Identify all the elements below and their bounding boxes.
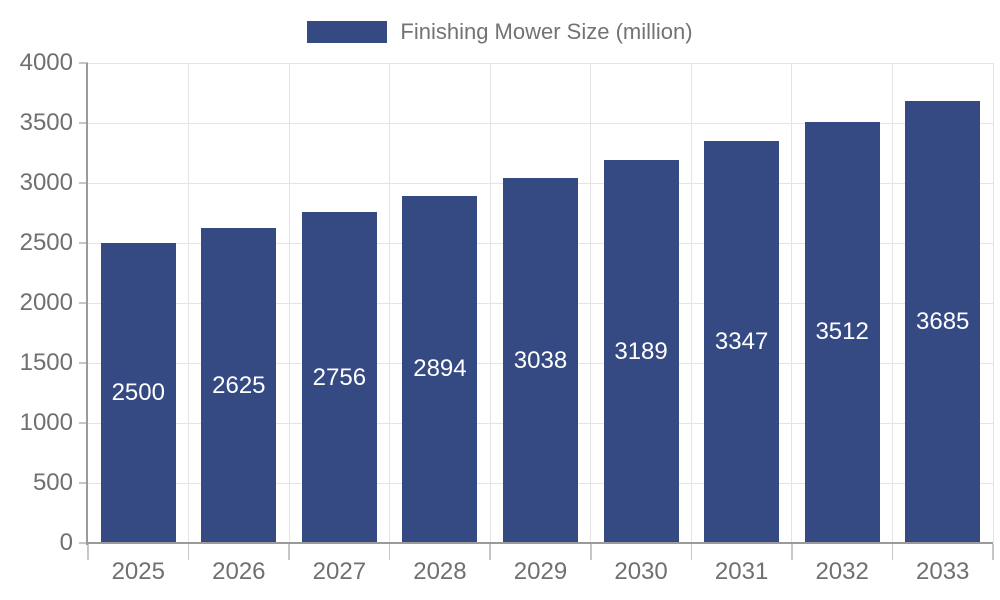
x-tick bbox=[590, 544, 592, 560]
x-gridline bbox=[489, 63, 491, 543]
y-tick bbox=[79, 362, 88, 364]
x-gridline bbox=[188, 63, 190, 543]
y-gridline bbox=[88, 122, 993, 124]
x-tick bbox=[187, 544, 190, 560]
x-tick-label: 2026 bbox=[212, 558, 266, 585]
y-tick bbox=[79, 542, 88, 544]
bar[interactable] bbox=[503, 178, 578, 542]
bar-value-label: 2500 bbox=[111, 379, 165, 406]
y-tick bbox=[79, 62, 88, 64]
y-tick bbox=[79, 182, 88, 184]
y-tick-label: 1500 bbox=[19, 349, 73, 376]
y-tick-label: 4000 bbox=[19, 49, 73, 76]
y-tick bbox=[79, 482, 88, 484]
y-tick bbox=[79, 302, 88, 304]
y-tick-label: 3500 bbox=[19, 109, 73, 136]
bar[interactable] bbox=[905, 100, 981, 542]
y-gridline bbox=[88, 62, 993, 64]
x-tick-label: 2028 bbox=[413, 558, 467, 585]
legend-swatch bbox=[307, 21, 388, 43]
bar-value-label: 2756 bbox=[312, 363, 367, 391]
x-gridline bbox=[389, 63, 391, 543]
y-tick-label: 500 bbox=[32, 469, 73, 496]
x-gridline bbox=[590, 63, 592, 543]
bar-value-label: 2625 bbox=[212, 371, 266, 399]
x-gridline bbox=[791, 63, 793, 543]
x-tick-label: 2033 bbox=[916, 558, 970, 585]
bar-value-label: 2894 bbox=[413, 355, 467, 383]
y-tick-label: 2500 bbox=[19, 229, 73, 256]
x-tick bbox=[288, 544, 290, 560]
x-gridline bbox=[690, 63, 692, 543]
x-gridline bbox=[891, 63, 893, 543]
bar-value-label: 3685 bbox=[916, 307, 970, 335]
bar[interactable] bbox=[804, 121, 880, 542]
x-tick bbox=[388, 544, 391, 560]
x-tick-label: 2030 bbox=[614, 558, 668, 585]
x-axis-line bbox=[86, 542, 993, 544]
x-tick bbox=[992, 544, 994, 560]
x-tick bbox=[891, 544, 894, 560]
y-tick bbox=[79, 422, 88, 424]
y-tick-label: 3000 bbox=[19, 169, 73, 196]
x-gridline bbox=[992, 63, 994, 543]
y-tick bbox=[79, 122, 88, 124]
x-tick-label: 2029 bbox=[513, 558, 568, 585]
x-tick bbox=[489, 544, 491, 560]
x-tick bbox=[87, 544, 89, 560]
bar[interactable] bbox=[301, 212, 377, 542]
y-tick-label: 1000 bbox=[19, 409, 73, 436]
x-tick-label: 2031 bbox=[714, 558, 769, 585]
bar[interactable] bbox=[603, 160, 679, 542]
x-tick bbox=[791, 544, 793, 560]
y-tick-label: 0 bbox=[59, 529, 73, 556]
y-tick bbox=[79, 242, 88, 244]
x-tick-label: 2032 bbox=[815, 558, 869, 585]
x-tick-label: 2027 bbox=[312, 558, 367, 585]
legend[interactable]: Finishing Mower Size (million) bbox=[0, 19, 1000, 45]
bar[interactable] bbox=[100, 243, 176, 542]
x-gridline bbox=[288, 63, 290, 543]
bar-value-label: 3347 bbox=[714, 328, 769, 356]
bar[interactable] bbox=[704, 141, 780, 542]
x-tick bbox=[690, 544, 693, 560]
y-tick-label: 2000 bbox=[19, 289, 73, 316]
bar[interactable] bbox=[201, 228, 277, 542]
bar[interactable] bbox=[402, 195, 478, 542]
bar-value-label: 3038 bbox=[513, 346, 568, 374]
x-tick-label: 2025 bbox=[111, 558, 165, 585]
bar-value-label: 3189 bbox=[614, 337, 668, 365]
y-axis-line bbox=[86, 63, 88, 545]
bar-value-label: 3512 bbox=[815, 318, 869, 346]
legend-label: Finishing Mower Size (million) bbox=[400, 19, 693, 44]
